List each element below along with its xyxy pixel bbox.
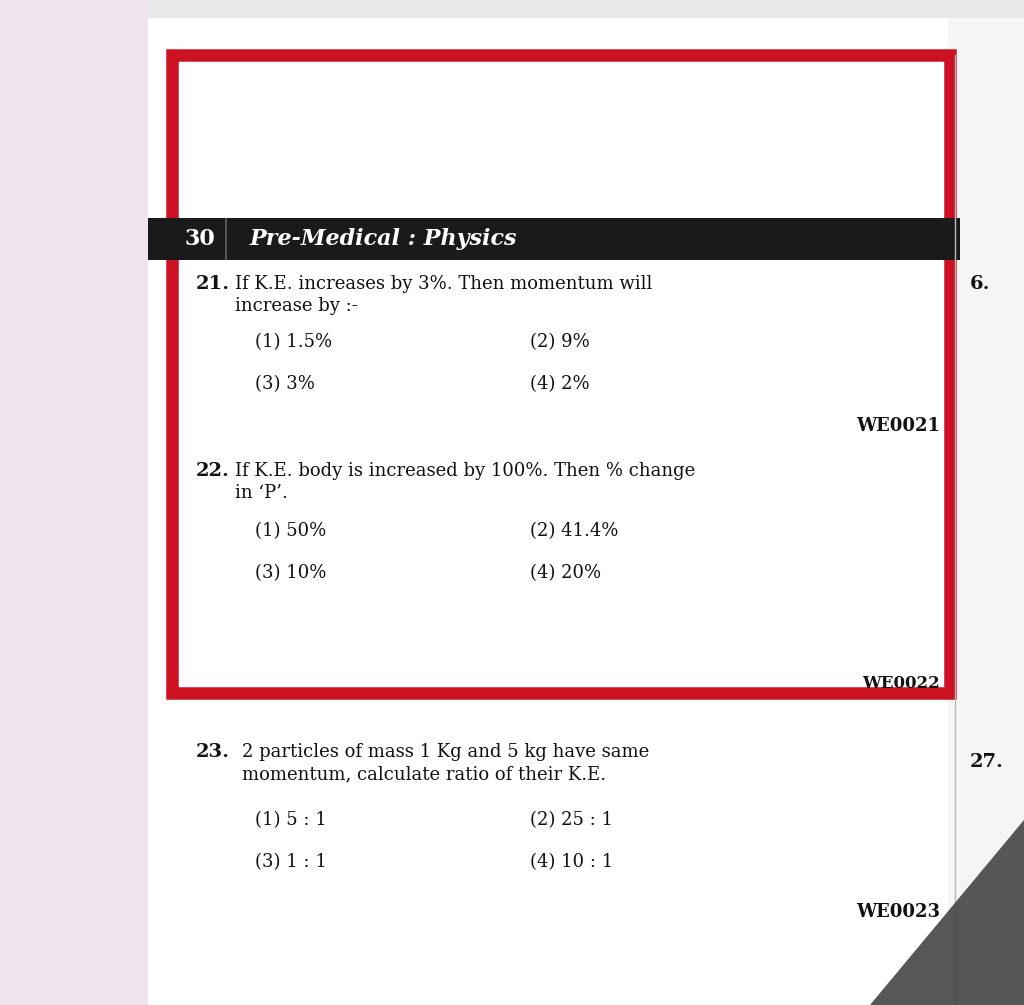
Text: (2) 41.4%: (2) 41.4% — [530, 522, 618, 540]
Text: If K.E. body is increased by 100%. Then % change: If K.E. body is increased by 100%. Then … — [234, 462, 695, 480]
Bar — [172, 55, 950, 693]
Text: (4) 2%: (4) 2% — [530, 375, 590, 393]
Text: in ‘P’.: in ‘P’. — [234, 484, 288, 502]
Bar — [148, 218, 961, 260]
Text: 2 particles of mass 1 Kg and 5 kg have same: 2 particles of mass 1 Kg and 5 kg have s… — [242, 743, 649, 761]
Text: (3) 10%: (3) 10% — [255, 564, 327, 582]
Text: If K.E. increases by 3%. Then momentum will: If K.E. increases by 3%. Then momentum w… — [234, 275, 652, 293]
Bar — [148, 0, 1024, 18]
Bar — [148, 18, 948, 1005]
Bar — [0, 0, 148, 1005]
Text: (3) 3%: (3) 3% — [255, 375, 314, 393]
Text: 22.: 22. — [196, 462, 229, 480]
Text: (1) 1.5%: (1) 1.5% — [255, 333, 332, 351]
Text: increase by :-: increase by :- — [234, 297, 357, 315]
Text: WE0022: WE0022 — [862, 675, 940, 692]
Text: (2) 25 : 1: (2) 25 : 1 — [530, 811, 613, 829]
Text: 23.: 23. — [196, 743, 230, 761]
Text: WE0021: WE0021 — [856, 417, 940, 435]
Text: momentum, calculate ratio of their K.E.: momentum, calculate ratio of their K.E. — [242, 765, 606, 783]
Text: 27.: 27. — [970, 753, 1004, 771]
Text: (1) 50%: (1) 50% — [255, 522, 327, 540]
Text: (1) 5 : 1: (1) 5 : 1 — [255, 811, 327, 829]
Text: 21.: 21. — [196, 275, 230, 293]
Text: WE0023: WE0023 — [856, 903, 940, 921]
Text: (3) 1 : 1: (3) 1 : 1 — [255, 853, 327, 871]
Text: 6.: 6. — [970, 275, 990, 293]
Text: (4) 10 : 1: (4) 10 : 1 — [530, 853, 613, 871]
Bar — [225, 218, 227, 260]
Bar — [148, 0, 1024, 1005]
Text: 30: 30 — [184, 228, 215, 250]
Polygon shape — [870, 820, 1024, 1005]
Text: Pre-Medical : Physics: Pre-Medical : Physics — [250, 228, 517, 250]
Text: (4) 20%: (4) 20% — [530, 564, 601, 582]
Text: (2) 9%: (2) 9% — [530, 333, 590, 351]
